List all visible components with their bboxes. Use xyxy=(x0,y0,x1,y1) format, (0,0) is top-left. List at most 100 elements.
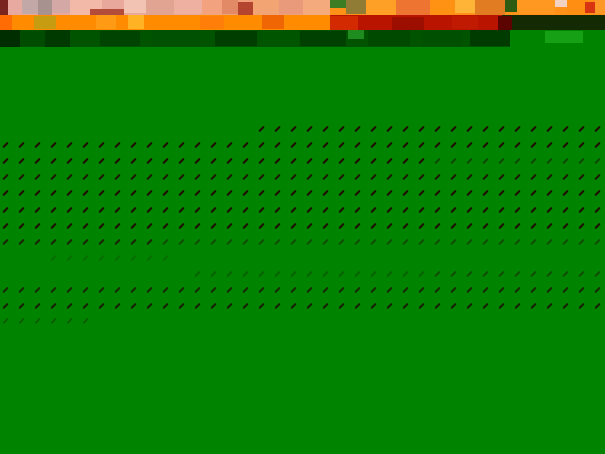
dash-mark xyxy=(370,157,377,165)
dash-mark xyxy=(274,206,281,214)
dash-mark xyxy=(274,125,281,133)
dash-mark xyxy=(306,125,313,133)
dash-mark xyxy=(578,222,585,230)
dash-mark xyxy=(98,302,105,310)
dash-mark xyxy=(322,189,329,197)
glitch-band-segment xyxy=(502,15,605,30)
dash-mark xyxy=(578,157,585,165)
dash-mark xyxy=(146,189,153,197)
dash-mark xyxy=(114,302,121,310)
dash-mark xyxy=(290,189,297,197)
dash-mark xyxy=(498,173,505,181)
dash-mark xyxy=(178,286,185,294)
dash-mark xyxy=(98,173,105,181)
dash-mark xyxy=(114,238,121,246)
dash-mark xyxy=(386,189,393,197)
dash-mark xyxy=(98,238,105,246)
dash-mark xyxy=(146,157,153,165)
dash-mark xyxy=(546,270,553,278)
dash-mark xyxy=(466,222,473,230)
dash-mark xyxy=(290,125,297,133)
glitch-noise-block xyxy=(238,2,253,15)
dash-mark xyxy=(562,125,569,133)
dash-mark xyxy=(242,302,249,310)
dash-mark xyxy=(114,173,121,181)
dash-mark xyxy=(402,125,409,133)
dash-mark xyxy=(66,222,73,230)
dash-mark xyxy=(562,302,569,310)
dash-mark xyxy=(146,254,153,262)
dash-mark xyxy=(274,222,281,230)
glitch-noise-block xyxy=(202,0,222,15)
dash-mark xyxy=(594,189,601,197)
dash-mark xyxy=(226,173,233,181)
dash-mark xyxy=(162,254,169,262)
dash-mark xyxy=(386,125,393,133)
dash-mark xyxy=(194,286,201,294)
dash-mark xyxy=(82,238,89,246)
dash-mark xyxy=(450,125,457,133)
glitch-noise-block xyxy=(567,0,587,14)
dash-mark xyxy=(514,141,521,149)
dash-mark xyxy=(146,286,153,294)
dash-mark xyxy=(50,254,57,262)
dash-mark xyxy=(370,302,377,310)
dash-mark xyxy=(322,206,329,214)
dash-mark xyxy=(2,189,9,197)
glitch-noise-block xyxy=(20,31,45,46)
dash-mark xyxy=(354,157,361,165)
dash-mark xyxy=(450,206,457,214)
dash-mark xyxy=(402,157,409,165)
dash-mark xyxy=(114,222,121,230)
dash-mark xyxy=(594,302,601,310)
dash-mark xyxy=(402,270,409,278)
dash-mark xyxy=(354,238,361,246)
dash-mark xyxy=(82,173,89,181)
dash-mark xyxy=(194,270,201,278)
dash-mark xyxy=(530,286,537,294)
dash-mark xyxy=(34,157,41,165)
dash-mark xyxy=(290,157,297,165)
dash-mark xyxy=(210,222,217,230)
dash-mark xyxy=(274,157,281,165)
dash-mark xyxy=(530,222,537,230)
dash-mark xyxy=(50,238,57,246)
dash-mark xyxy=(290,286,297,294)
dash-mark xyxy=(322,302,329,310)
dash-mark xyxy=(354,125,361,133)
dash-mark xyxy=(562,270,569,278)
dash-mark xyxy=(418,125,425,133)
dash-mark xyxy=(514,302,521,310)
dash-mark xyxy=(530,238,537,246)
dash-mark xyxy=(466,302,473,310)
dash-mark xyxy=(82,141,89,149)
dash-mark xyxy=(130,157,137,165)
dash-mark xyxy=(434,302,441,310)
dash-mark xyxy=(578,286,585,294)
glitch-noise-block xyxy=(422,31,462,46)
dash-mark xyxy=(50,157,57,165)
dash-mark xyxy=(274,270,281,278)
dash-mark xyxy=(130,173,137,181)
dash-mark xyxy=(354,222,361,230)
dash-mark xyxy=(66,206,73,214)
dash-mark xyxy=(98,157,105,165)
dash-mark xyxy=(242,173,249,181)
dash-mark xyxy=(162,157,169,165)
dash-mark xyxy=(114,157,121,165)
dash-mark xyxy=(242,189,249,197)
dash-mark xyxy=(274,238,281,246)
dash-mark xyxy=(434,141,441,149)
dash-mark xyxy=(514,270,521,278)
dash-mark xyxy=(82,286,89,294)
dash-mark xyxy=(594,206,601,214)
dash-mark xyxy=(594,125,601,133)
dash-mark xyxy=(34,302,41,310)
glitch-noise-block xyxy=(392,17,424,30)
dash-mark xyxy=(258,238,265,246)
dash-mark xyxy=(546,141,553,149)
dash-mark xyxy=(370,125,377,133)
dash-mark xyxy=(402,302,409,310)
glitch-noise-block xyxy=(517,0,555,14)
dash-mark xyxy=(306,206,313,214)
